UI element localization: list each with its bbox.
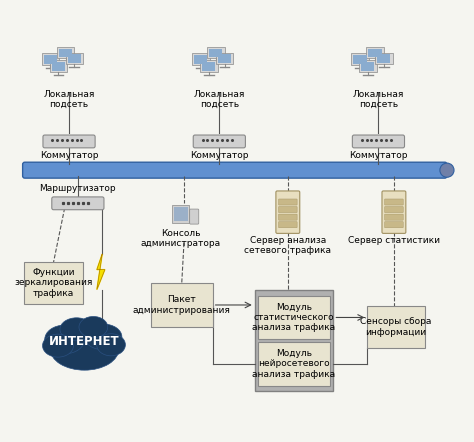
FancyBboxPatch shape (43, 135, 95, 148)
FancyBboxPatch shape (384, 214, 403, 220)
Polygon shape (216, 53, 234, 64)
Polygon shape (361, 62, 374, 71)
Text: Коммутатор: Коммутатор (349, 151, 408, 160)
FancyBboxPatch shape (276, 191, 300, 233)
Text: Локальная
подсеть: Локальная подсеть (194, 90, 245, 109)
FancyBboxPatch shape (367, 306, 425, 348)
Text: Маршрутизатор: Маршрутизатор (39, 184, 116, 194)
Polygon shape (42, 53, 59, 65)
FancyBboxPatch shape (24, 262, 83, 304)
Ellipse shape (43, 334, 73, 357)
Polygon shape (52, 62, 65, 71)
Circle shape (440, 163, 454, 177)
Polygon shape (44, 55, 57, 64)
Text: Сервер анализа
сетевого трафика: Сервер анализа сетевого трафика (244, 236, 331, 255)
FancyBboxPatch shape (258, 342, 330, 385)
FancyBboxPatch shape (52, 197, 104, 210)
Text: Пакет
администрирования: Пакет администрирования (133, 295, 231, 315)
Polygon shape (207, 47, 225, 58)
Polygon shape (68, 54, 81, 63)
Polygon shape (218, 54, 231, 63)
Ellipse shape (84, 324, 122, 350)
FancyBboxPatch shape (384, 199, 403, 205)
FancyBboxPatch shape (384, 222, 403, 228)
FancyBboxPatch shape (193, 135, 246, 148)
Polygon shape (209, 49, 222, 57)
Text: Модуль
статистического
анализа трафика: Модуль статистического анализа трафика (253, 303, 336, 332)
Text: Сервер статистики: Сервер статистики (348, 236, 440, 244)
Text: Модуль
нейросетевого
анализа трафика: Модуль нейросетевого анализа трафика (253, 349, 336, 379)
Polygon shape (200, 60, 218, 72)
FancyBboxPatch shape (255, 290, 333, 391)
Polygon shape (202, 62, 215, 71)
Polygon shape (359, 60, 377, 72)
Text: Сенсоры сбора
информации: Сенсоры сбора информации (360, 317, 432, 337)
Polygon shape (366, 47, 384, 58)
Polygon shape (174, 207, 188, 221)
Polygon shape (97, 254, 105, 290)
Ellipse shape (45, 325, 84, 354)
FancyBboxPatch shape (258, 296, 330, 339)
FancyBboxPatch shape (190, 209, 199, 224)
Polygon shape (351, 53, 369, 65)
Text: ИНТЕРНЕТ: ИНТЕРНЕТ (49, 335, 120, 348)
Polygon shape (375, 53, 392, 64)
Polygon shape (59, 49, 72, 57)
Text: Локальная
подсеть: Локальная подсеть (43, 90, 95, 109)
FancyBboxPatch shape (382, 191, 406, 233)
Ellipse shape (60, 318, 93, 341)
FancyBboxPatch shape (352, 135, 404, 148)
Text: Функции
зеркалирования
трафика: Функции зеркалирования трафика (14, 268, 93, 298)
FancyBboxPatch shape (279, 222, 297, 228)
Text: Консоль
администратора: Консоль администратора (141, 229, 221, 248)
FancyBboxPatch shape (23, 162, 447, 178)
Polygon shape (192, 53, 210, 65)
FancyBboxPatch shape (279, 214, 297, 220)
Text: Коммутатор: Коммутатор (190, 151, 248, 160)
Ellipse shape (79, 316, 108, 338)
Polygon shape (50, 60, 67, 72)
FancyBboxPatch shape (279, 206, 297, 213)
FancyBboxPatch shape (279, 199, 297, 205)
Polygon shape (368, 49, 382, 57)
Ellipse shape (50, 328, 119, 370)
FancyBboxPatch shape (384, 206, 403, 213)
Ellipse shape (97, 334, 126, 356)
Polygon shape (57, 47, 74, 58)
FancyBboxPatch shape (151, 283, 213, 327)
Polygon shape (172, 205, 189, 223)
Polygon shape (377, 54, 391, 63)
Polygon shape (65, 53, 83, 64)
Polygon shape (353, 55, 366, 64)
Text: Коммутатор: Коммутатор (40, 151, 98, 160)
Polygon shape (194, 55, 208, 64)
Text: Локальная
подсеть: Локальная подсеть (353, 90, 404, 109)
